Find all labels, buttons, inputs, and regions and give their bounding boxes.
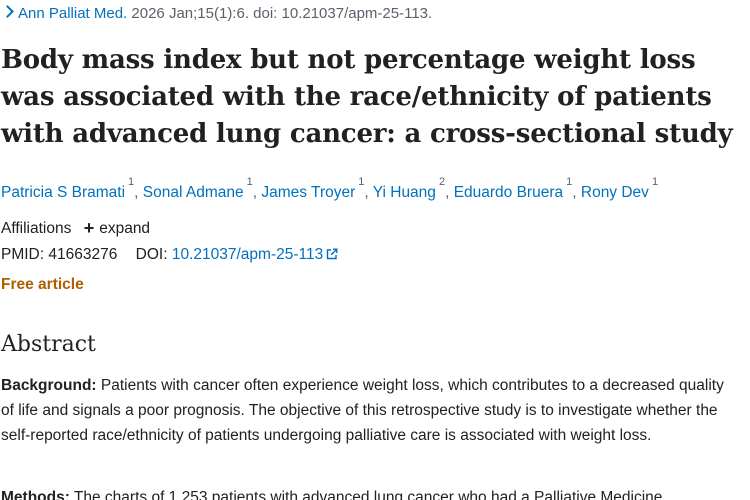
affiliation-number[interactable]: 1: [651, 176, 659, 188]
methods-text: The charts of 1,253 patients with advanc…: [73, 489, 663, 500]
pmid-value: 41663276: [48, 246, 118, 263]
affiliation-number[interactable]: 1: [128, 176, 135, 188]
chevron-right-icon: [1, 5, 14, 18]
author-link[interactable]: Rony Dev: [580, 184, 649, 202]
background-text: Patients with cancer often experience we…: [1, 377, 724, 444]
affiliations-row: Affiliations + expand: [1, 216, 150, 240]
author-link[interactable]: James Troyer: [261, 184, 356, 202]
affiliation-number[interactable]: 1: [246, 176, 253, 188]
pmid-label: PMID:: [1, 246, 45, 263]
abstract-methods: Methods: The charts of 1,253 patients wi…: [1, 485, 741, 500]
affiliation-number[interactable]: 1: [358, 176, 365, 188]
author-link[interactable]: Patricia S Bramati: [1, 184, 126, 202]
author-link[interactable]: Yi Huang: [372, 184, 436, 202]
methods-label: Methods:: [1, 489, 70, 500]
abstract-background: Background: Patients with cancer often e…: [1, 373, 741, 448]
citation-line: Ann Palliat Med. 2026 Jan;15(1):6. doi: …: [1, 4, 433, 24]
background-label: Background:: [1, 377, 97, 394]
article-title: Body mass index but not percentage weigh…: [1, 45, 733, 149]
journal-link[interactable]: Ann Palliat Med.: [18, 5, 128, 22]
affiliations-label: Affiliations: [1, 220, 72, 237]
doi-link[interactable]: 10.21037/apm-25-113: [172, 246, 338, 263]
identifiers-row: PMID: 41663276 DOI: 10.21037/apm-25-113: [1, 244, 338, 266]
authors-list: Patricia S Bramati1, Sonal Admane1, Jame…: [1, 176, 659, 202]
free-article-badge: Free article: [1, 276, 84, 293]
external-link-icon: [327, 248, 338, 260]
citation-details: 2026 Jan;15(1):6. doi: 10.21037/apm-25-1…: [131, 5, 433, 22]
expand-label: expand: [99, 220, 151, 237]
abstract-heading: Abstract: [1, 332, 96, 357]
affiliation-number[interactable]: 1: [566, 176, 573, 188]
author-link[interactable]: Sonal Admane: [142, 184, 244, 202]
expand-affiliations-button[interactable]: + expand: [84, 216, 150, 240]
doi-value: 10.21037/apm-25-113: [171, 246, 324, 263]
plus-icon: +: [83, 218, 95, 238]
author-link[interactable]: Eduardo Bruera: [453, 184, 564, 202]
affiliation-number[interactable]: 2: [438, 176, 446, 188]
doi-label: DOI:: [135, 246, 168, 263]
